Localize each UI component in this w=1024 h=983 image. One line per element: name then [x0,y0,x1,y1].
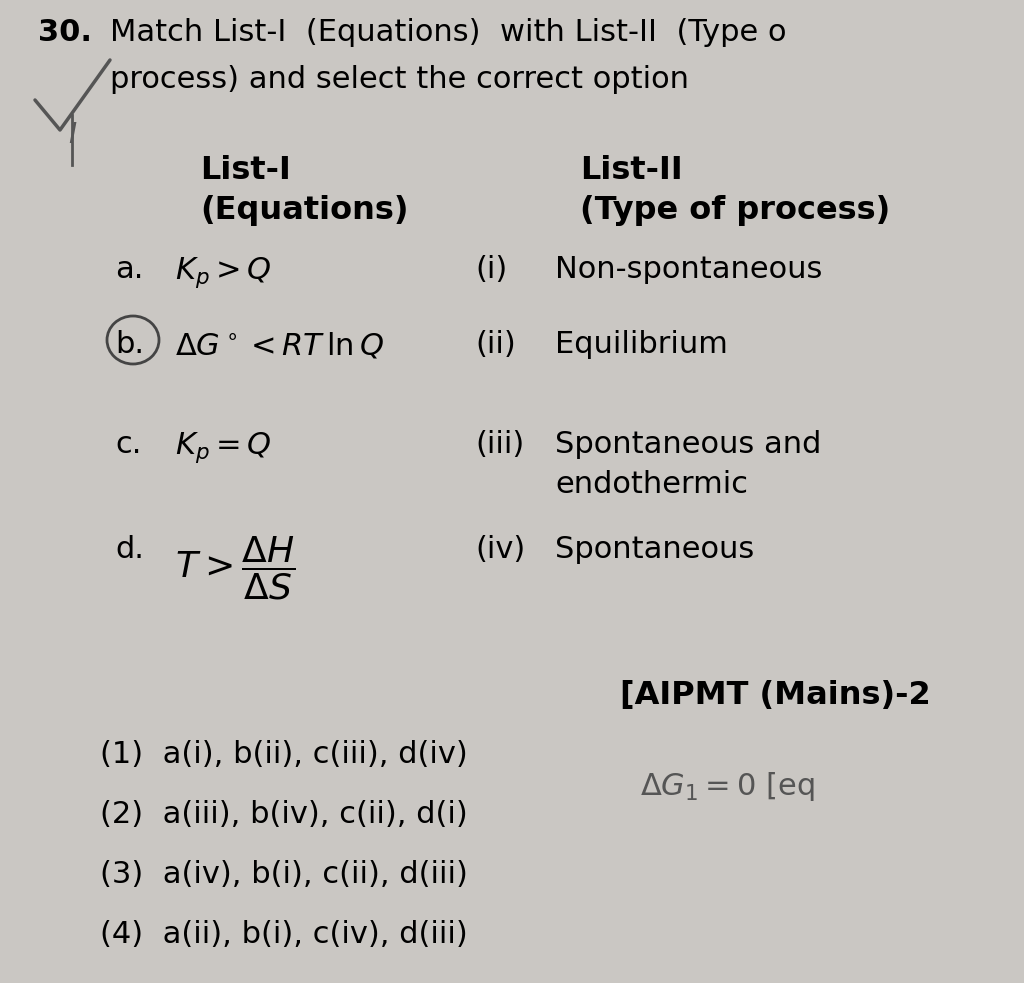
Text: (2)  a(iii), b(iv), c(ii), d(i): (2) a(iii), b(iv), c(ii), d(i) [100,800,468,829]
Text: process) and select the correct option: process) and select the correct option [110,65,689,94]
Text: b.: b. [115,330,144,359]
Text: a.: a. [115,255,143,284]
Text: (i): (i) [475,255,507,284]
Text: Spontaneous and: Spontaneous and [555,430,821,459]
Text: (1)  a(i), b(ii), c(iii), d(iv): (1) a(i), b(ii), c(iii), d(iv) [100,740,468,769]
Text: Spontaneous: Spontaneous [555,536,755,564]
Text: (4)  a(ii), b(i), c(iv), d(iii): (4) a(ii), b(i), c(iv), d(iii) [100,920,468,949]
Text: List-I: List-I [200,155,291,186]
Text: (Equations): (Equations) [200,195,409,226]
Text: endothermic: endothermic [555,470,748,499]
Text: Equilibrium: Equilibrium [555,330,728,359]
Text: (iii): (iii) [475,430,524,459]
Text: $\Delta G^\circ < RT\,\ln Q$: $\Delta G^\circ < RT\,\ln Q$ [175,330,384,360]
Text: Non-spontaneous: Non-spontaneous [555,255,822,284]
Text: d.: d. [115,536,144,564]
Text: $K_p > Q$: $K_p > Q$ [175,255,271,290]
Text: I: I [68,121,76,149]
Text: 30.: 30. [38,18,92,47]
Text: Match List-I  (Equations)  with List-II  (Type o: Match List-I (Equations) with List-II (T… [110,18,786,47]
Text: (3)  a(iv), b(i), c(ii), d(iii): (3) a(iv), b(i), c(ii), d(iii) [100,860,468,889]
Text: c.: c. [115,430,141,459]
Text: List-II: List-II [580,155,683,186]
Text: [AIPMT (Mains)-2: [AIPMT (Mains)-2 [620,680,931,711]
Text: (ii): (ii) [475,330,516,359]
Text: $K_p = Q$: $K_p = Q$ [175,430,271,465]
Text: $T > \dfrac{\Delta H}{\Delta S}$: $T > \dfrac{\Delta H}{\Delta S}$ [175,535,295,603]
Text: (Type of process): (Type of process) [580,195,890,226]
Text: (iv): (iv) [475,536,525,564]
Text: $\Delta G_1=0$ [eq: $\Delta G_1=0$ [eq [640,770,815,803]
